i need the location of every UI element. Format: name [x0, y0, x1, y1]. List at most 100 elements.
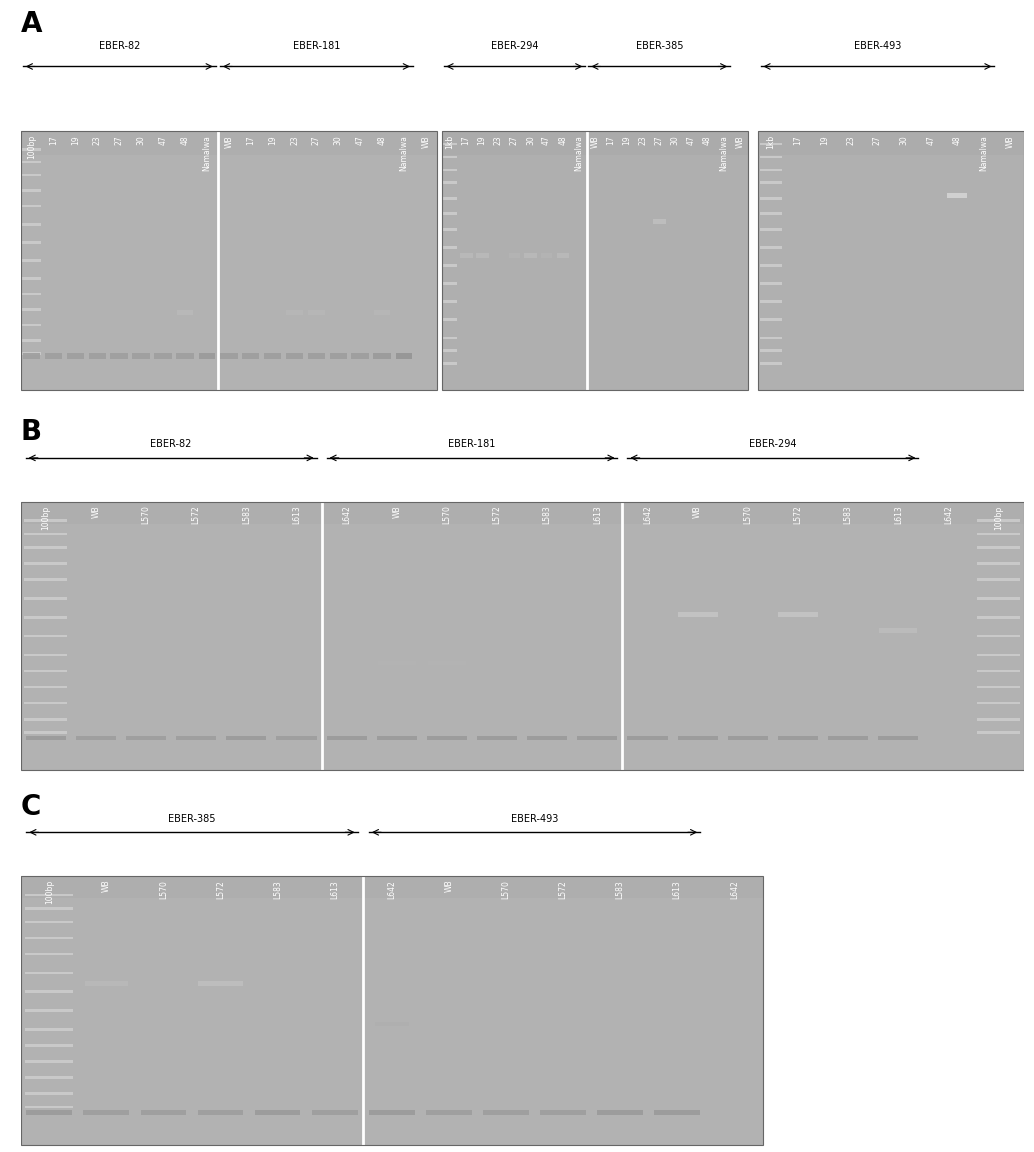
- Text: WB: WB: [1006, 135, 1014, 147]
- Text: L613: L613: [893, 506, 903, 524]
- Bar: [23, 353, 41, 355]
- Bar: [442, 131, 748, 154]
- Bar: [21, 131, 437, 154]
- Bar: [308, 310, 325, 314]
- Bar: [977, 562, 1020, 564]
- Bar: [25, 718, 67, 721]
- Bar: [524, 252, 537, 258]
- Bar: [428, 660, 465, 666]
- Text: WB: WB: [735, 135, 744, 147]
- Bar: [25, 653, 67, 657]
- Bar: [23, 241, 41, 243]
- Bar: [330, 354, 347, 358]
- Bar: [977, 702, 1020, 705]
- Bar: [760, 247, 783, 249]
- Bar: [577, 736, 617, 741]
- Text: 1kb: 1kb: [766, 135, 776, 149]
- Bar: [85, 982, 128, 986]
- Bar: [23, 293, 41, 295]
- Bar: [460, 252, 473, 258]
- Text: 30: 30: [526, 135, 535, 145]
- Bar: [541, 252, 552, 258]
- Bar: [25, 1060, 73, 1063]
- Bar: [442, 131, 748, 389]
- Text: 17: 17: [49, 135, 58, 145]
- Bar: [23, 339, 41, 342]
- Bar: [444, 212, 457, 215]
- Bar: [21, 877, 763, 899]
- Bar: [66, 354, 84, 358]
- Text: 30: 30: [136, 135, 146, 145]
- Text: L642: L642: [730, 880, 739, 899]
- Bar: [760, 301, 783, 303]
- Text: WB: WB: [224, 135, 234, 147]
- Bar: [25, 702, 67, 705]
- Bar: [25, 562, 67, 564]
- Bar: [880, 628, 917, 634]
- Text: L583: L583: [273, 880, 282, 899]
- Bar: [25, 1076, 73, 1079]
- Bar: [760, 228, 783, 230]
- Bar: [264, 354, 281, 358]
- Bar: [25, 991, 73, 993]
- Bar: [25, 1106, 73, 1108]
- Bar: [444, 336, 457, 340]
- Text: L642: L642: [944, 506, 953, 524]
- Text: L570: L570: [743, 506, 753, 524]
- Bar: [760, 156, 783, 158]
- Text: L572: L572: [216, 880, 225, 899]
- Text: 17: 17: [246, 135, 255, 145]
- Bar: [628, 736, 668, 741]
- Text: EBER-493: EBER-493: [511, 813, 558, 824]
- Bar: [977, 685, 1020, 689]
- Bar: [327, 736, 367, 741]
- Bar: [760, 197, 783, 199]
- Bar: [444, 282, 457, 285]
- Bar: [579, 660, 616, 666]
- Text: EBER-294: EBER-294: [491, 41, 538, 52]
- Text: L583: L583: [844, 506, 853, 524]
- Bar: [26, 736, 66, 741]
- Text: L583: L583: [242, 506, 251, 524]
- Text: 19: 19: [268, 135, 277, 145]
- Bar: [176, 736, 216, 741]
- Bar: [23, 354, 40, 358]
- Bar: [977, 732, 1020, 734]
- Text: WB: WB: [590, 135, 600, 147]
- Text: 47: 47: [356, 135, 365, 145]
- Bar: [75, 736, 116, 741]
- Text: 30: 30: [671, 135, 680, 145]
- Bar: [760, 264, 783, 267]
- Bar: [760, 318, 783, 321]
- Text: 19: 19: [71, 135, 80, 145]
- Text: 47: 47: [158, 135, 168, 145]
- Bar: [25, 546, 67, 548]
- Bar: [21, 131, 437, 389]
- Text: EBER-181: EBER-181: [293, 41, 340, 52]
- Bar: [977, 635, 1020, 637]
- Text: L613: L613: [292, 506, 301, 524]
- Bar: [111, 354, 128, 358]
- Bar: [21, 502, 1024, 524]
- Bar: [25, 894, 73, 896]
- Text: L613: L613: [592, 506, 602, 524]
- Text: 47: 47: [687, 135, 696, 145]
- Bar: [23, 174, 41, 176]
- Text: L583: L583: [543, 506, 552, 524]
- Bar: [200, 354, 215, 358]
- Text: 30: 30: [334, 135, 343, 145]
- Bar: [655, 1111, 700, 1115]
- Bar: [25, 578, 67, 581]
- Text: EBER-82: EBER-82: [98, 41, 140, 52]
- Bar: [444, 143, 457, 145]
- Text: 27: 27: [873, 135, 882, 145]
- Bar: [444, 247, 457, 249]
- Text: C: C: [21, 793, 41, 820]
- Text: WB: WB: [693, 506, 702, 518]
- Bar: [760, 349, 783, 353]
- Bar: [285, 354, 303, 358]
- Bar: [477, 736, 517, 741]
- Text: 17: 17: [793, 135, 802, 145]
- Text: EBER-294: EBER-294: [750, 439, 796, 449]
- Text: 27: 27: [312, 135, 321, 145]
